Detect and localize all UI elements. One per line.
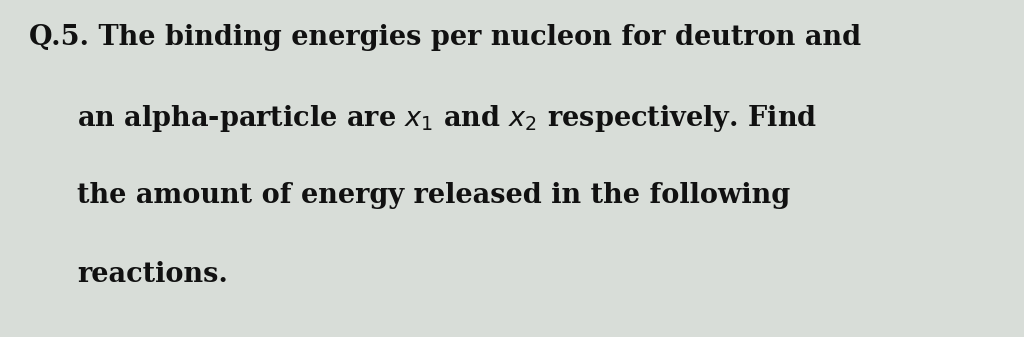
Text: reactions.: reactions. <box>77 261 227 288</box>
Text: the amount of energy released in the following: the amount of energy released in the fol… <box>77 182 791 209</box>
Text: an alpha-particle are $x_1$ and $x_2$ respectively. Find: an alpha-particle are $x_1$ and $x_2$ re… <box>77 103 817 134</box>
Text: Q.5. The binding energies per nucleon for deutron and: Q.5. The binding energies per nucleon fo… <box>29 24 861 51</box>
